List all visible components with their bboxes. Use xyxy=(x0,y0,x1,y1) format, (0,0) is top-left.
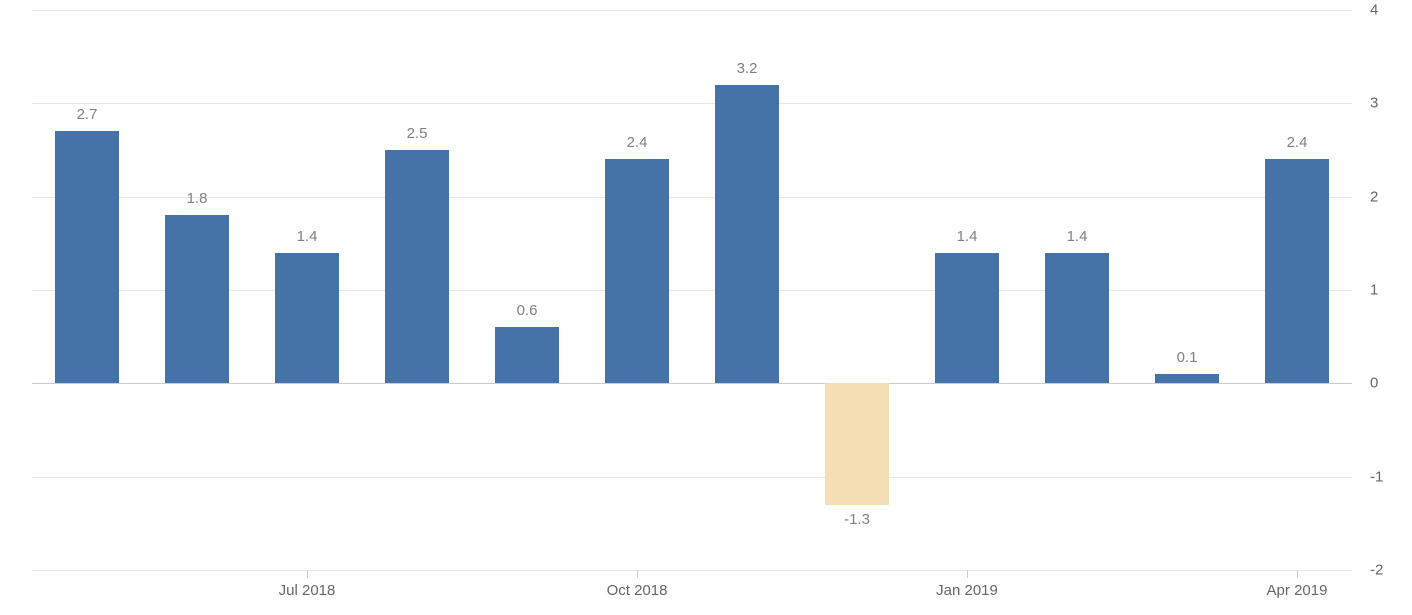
x-tick-mark xyxy=(1297,570,1298,578)
bar xyxy=(55,131,119,383)
bar xyxy=(825,383,889,504)
bar xyxy=(385,150,449,383)
plot-area: 2.7 1.8 1.4 2.5 0.6 2.4 3.2 -1.3 1.4 1.4 0.1 2.4 xyxy=(32,10,1352,570)
bar xyxy=(1155,374,1219,383)
y-tick-label: -2 xyxy=(1370,562,1383,579)
bar xyxy=(935,253,999,384)
y-tick-label: 3 xyxy=(1370,95,1378,112)
x-tick-label: Oct 2018 xyxy=(607,582,668,599)
gridline xyxy=(32,570,1352,571)
y-tick-label: -1 xyxy=(1370,468,1383,485)
bar-chart: 2.7 1.8 1.4 2.5 0.6 2.4 3.2 -1.3 1.4 1.4 0.1 2.4 -2… xyxy=(0,0,1412,615)
bar-value-label: -1.3 xyxy=(844,511,870,528)
bar xyxy=(165,215,229,383)
gridline xyxy=(32,290,1352,291)
bar-value-label: 0.1 xyxy=(1177,349,1198,366)
bar-value-label: 0.6 xyxy=(517,302,538,319)
bar xyxy=(495,327,559,383)
x-tick-label: Jan 2019 xyxy=(936,582,998,599)
gridline xyxy=(32,10,1352,11)
bar xyxy=(715,85,779,384)
bar-value-label: 2.5 xyxy=(407,125,428,142)
zero-line xyxy=(32,383,1352,384)
bar-value-label: 1.4 xyxy=(1067,228,1088,245)
bar-value-label: 1.4 xyxy=(957,228,978,245)
bar-value-label: 2.4 xyxy=(1287,134,1308,151)
bar xyxy=(605,159,669,383)
bar xyxy=(1265,159,1329,383)
bar-value-label: 2.4 xyxy=(627,134,648,151)
bar-value-label: 1.4 xyxy=(297,228,318,245)
gridline xyxy=(32,477,1352,478)
x-tick-label: Apr 2019 xyxy=(1267,582,1328,599)
bar xyxy=(1045,253,1109,384)
y-tick-label: 4 xyxy=(1370,2,1378,19)
y-tick-label: 2 xyxy=(1370,188,1378,205)
bar-value-label: 1.8 xyxy=(187,190,208,207)
x-tick-mark xyxy=(637,570,638,578)
bar-value-label: 2.7 xyxy=(77,106,98,123)
bar xyxy=(275,253,339,384)
x-tick-label: Jul 2018 xyxy=(279,582,336,599)
y-tick-label: 0 xyxy=(1370,375,1378,392)
gridline xyxy=(32,103,1352,104)
y-tick-label: 1 xyxy=(1370,282,1378,299)
gridline xyxy=(32,197,1352,198)
x-tick-mark xyxy=(307,570,308,578)
bar-value-label: 3.2 xyxy=(737,60,758,77)
x-tick-mark xyxy=(967,570,968,578)
